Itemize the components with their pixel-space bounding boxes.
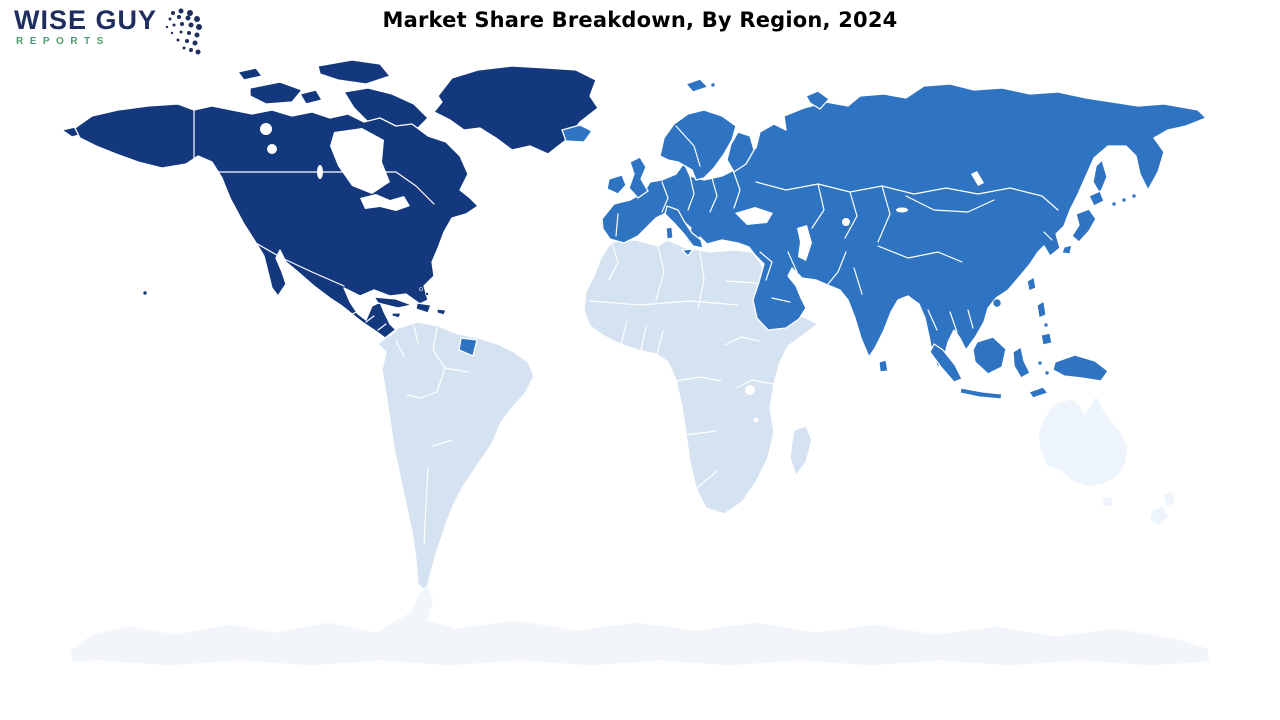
region-north-america (61, 59, 599, 349)
philippines-mindanao (1040, 332, 1053, 346)
eurasia-mainland (601, 83, 1207, 369)
moluccas (1044, 370, 1050, 376)
great-lakes (360, 194, 410, 211)
lake-baikal (971, 171, 984, 186)
great-britain (628, 156, 649, 199)
lake-victoria (745, 385, 755, 395)
bahamas (425, 292, 429, 296)
tasmania (1101, 495, 1114, 508)
caspian-sea (797, 225, 812, 261)
ireland (606, 174, 627, 195)
java (959, 387, 1003, 400)
australia (1037, 394, 1129, 488)
borneo (972, 336, 1007, 375)
scandinavia (659, 109, 737, 181)
logo-head-dots-icon (165, 8, 203, 55)
sumatra (929, 343, 963, 383)
japan-honshu (1071, 208, 1097, 243)
philippines-luzon (1036, 300, 1047, 319)
madagascar (789, 425, 813, 477)
logo-wordmark: WISE GUY REPORTS (14, 6, 157, 47)
great-slave-lake (267, 144, 277, 154)
sicily (681, 248, 694, 257)
region-antarctica (69, 585, 1211, 667)
black-sea (735, 207, 773, 225)
region-europe-asia (458, 78, 1207, 400)
kuril-islands (1121, 197, 1127, 203)
sakhalin (1092, 159, 1108, 195)
moluccas (1037, 360, 1043, 366)
japan-hokkaido (1088, 190, 1105, 207)
new-guinea (1052, 354, 1109, 382)
lake-balkhash (896, 207, 908, 213)
logo-title: WISE GUY (14, 5, 158, 35)
svalbard (685, 78, 709, 93)
arctic-island (317, 59, 391, 85)
south-america (377, 321, 535, 593)
sardinia (665, 226, 674, 240)
arctic-island (249, 81, 303, 105)
finland (726, 131, 755, 173)
lake-malawi (753, 417, 759, 423)
hudson-bay (330, 128, 390, 194)
kuril-islands (1111, 201, 1117, 207)
hainan (992, 298, 1002, 308)
sulawesi (1012, 346, 1031, 379)
cuba (373, 296, 413, 309)
svalbard-islet (710, 82, 716, 88)
sri-lanka (878, 359, 889, 373)
country-borders (193, 109, 1059, 546)
new-zealand-north (1162, 490, 1177, 508)
wiseguy-logo: WISE GUY REPORTS (14, 6, 204, 58)
italy (664, 205, 704, 249)
new-zealand-south (1148, 505, 1170, 527)
jamaica (391, 312, 402, 319)
timor (1028, 386, 1049, 399)
great-bear-lake (260, 123, 272, 135)
novaya-zemlya (805, 90, 830, 110)
region-south-america-africa (377, 239, 819, 593)
aral-sea (842, 218, 850, 226)
iceland (561, 124, 593, 143)
kuril-islands (1131, 193, 1137, 199)
philippines-islet (1043, 322, 1049, 328)
japan-kyushu (1061, 244, 1073, 255)
chart-title: Market Share Breakdown, By Region, 2024 (382, 8, 898, 32)
arctic-island (237, 67, 263, 81)
taiwan (1026, 276, 1037, 292)
puerto-rico (436, 308, 447, 316)
logo-subtitle: REPORTS (16, 36, 110, 47)
antarctica (69, 585, 1211, 667)
french-guiana (458, 337, 478, 357)
hawaii (142, 290, 148, 296)
region-oceania (1037, 394, 1177, 527)
north-america-mainland (74, 103, 479, 349)
arctic-island (299, 89, 323, 105)
lakes-and-seas (260, 123, 984, 423)
hispaniola (415, 302, 432, 314)
bahamas (419, 287, 423, 291)
